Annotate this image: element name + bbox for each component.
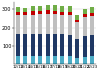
Bar — [46, 10, 50, 14]
Bar — [75, 22, 79, 39]
Bar — [90, 35, 94, 56]
Bar — [23, 12, 27, 15]
Bar — [60, 15, 64, 34]
Bar — [46, 34, 50, 56]
Bar — [46, 56, 50, 64]
Bar — [75, 58, 79, 64]
Bar — [53, 34, 57, 56]
Bar — [31, 14, 35, 34]
Bar — [23, 8, 27, 12]
Bar — [83, 17, 87, 36]
Bar — [83, 9, 87, 14]
Bar — [83, 57, 87, 64]
Bar — [46, 14, 50, 34]
Bar — [16, 56, 20, 64]
Bar — [31, 56, 35, 64]
Bar — [46, 5, 50, 10]
Bar — [16, 7, 20, 12]
Bar — [60, 12, 64, 15]
Bar — [23, 34, 27, 56]
Bar — [31, 6, 35, 11]
Bar — [68, 6, 72, 12]
Bar — [68, 35, 72, 56]
Bar — [38, 56, 42, 64]
Bar — [90, 56, 94, 64]
Bar — [60, 56, 64, 64]
Bar — [23, 15, 27, 34]
Bar — [23, 56, 27, 64]
Bar — [75, 39, 79, 58]
Bar — [31, 34, 35, 56]
Bar — [90, 7, 94, 13]
Bar — [90, 13, 94, 16]
Bar — [16, 15, 20, 34]
Bar — [38, 6, 42, 11]
Bar — [83, 36, 87, 57]
Bar — [16, 12, 20, 15]
Bar — [75, 20, 79, 22]
Bar — [53, 14, 57, 34]
Bar — [68, 12, 72, 15]
Bar — [16, 34, 20, 56]
Bar — [75, 15, 79, 20]
Bar — [53, 5, 57, 11]
Bar — [38, 14, 42, 34]
Bar — [31, 11, 35, 14]
Bar — [53, 11, 57, 14]
Bar — [38, 11, 42, 14]
Bar — [68, 56, 72, 64]
Bar — [60, 6, 64, 12]
Bar — [90, 16, 94, 35]
Bar — [60, 34, 64, 56]
Bar — [38, 34, 42, 56]
Bar — [83, 14, 87, 17]
Bar — [68, 15, 72, 35]
Bar — [53, 56, 57, 64]
